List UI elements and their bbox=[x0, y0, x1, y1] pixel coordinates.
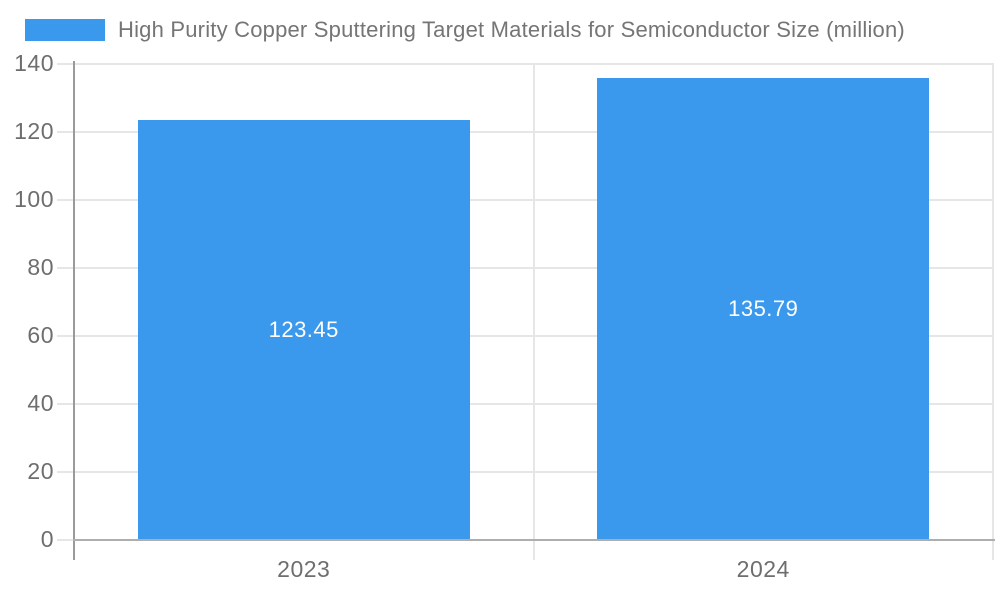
grid-line-y bbox=[57, 402, 994, 405]
grid-line-y bbox=[57, 470, 994, 473]
grid-line-y bbox=[57, 130, 994, 133]
bar-2023[interactable] bbox=[137, 120, 470, 540]
y-axis-tick-label: 80 bbox=[27, 253, 54, 280]
y-axis-tick-label: 20 bbox=[27, 457, 54, 484]
grid-line-y bbox=[57, 198, 994, 201]
y-axis-tick-label: 140 bbox=[14, 49, 54, 76]
bar-2024[interactable] bbox=[597, 78, 930, 540]
y-axis-tick-label: 60 bbox=[27, 321, 54, 348]
x-axis-tick-label: 2023 bbox=[277, 555, 331, 582]
y-axis-line bbox=[73, 61, 75, 560]
grid-line-y bbox=[57, 63, 994, 65]
legend-label: High Purity Copper Sputtering Target Mat… bbox=[118, 17, 905, 42]
y-axis-tick-label: 100 bbox=[14, 185, 54, 212]
bar-value-label: 135.79 bbox=[728, 295, 799, 321]
y-axis-tick-label: 120 bbox=[14, 117, 54, 144]
legend-item[interactable]: High Purity Copper Sputtering Target Mat… bbox=[25, 17, 905, 43]
y-axis-tick-label: 0 bbox=[40, 525, 54, 552]
grid-line-y bbox=[57, 334, 994, 337]
bar-value-label: 123.45 bbox=[268, 316, 339, 342]
grid-line-x bbox=[992, 64, 994, 560]
x-axis-line bbox=[73, 538, 995, 541]
grid-line-y bbox=[57, 266, 994, 269]
x-axis-tick-label: 2024 bbox=[736, 555, 790, 582]
grid-line-x bbox=[532, 64, 535, 560]
y-axis-tick-label: 40 bbox=[27, 389, 54, 416]
legend-swatch bbox=[25, 19, 105, 41]
